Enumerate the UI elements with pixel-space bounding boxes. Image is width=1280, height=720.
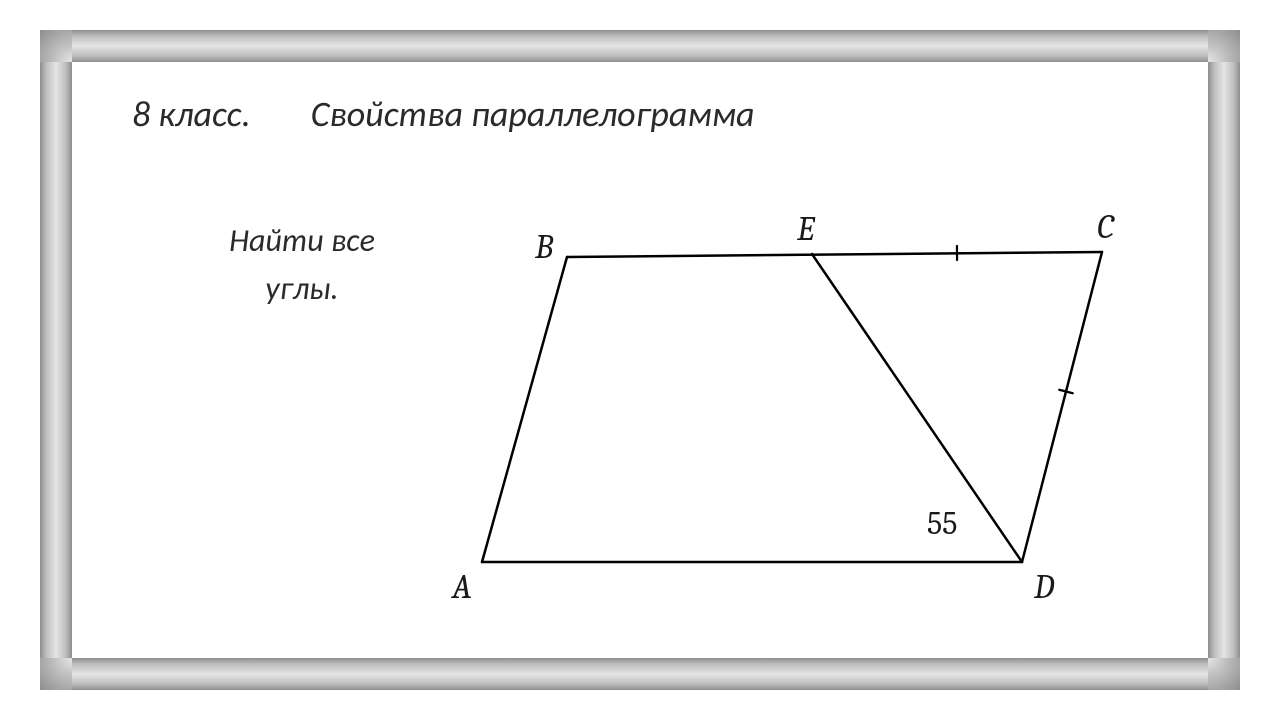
vertex-label-C: C — [1097, 207, 1114, 247]
vertex-label-B: B — [535, 227, 553, 267]
vertex-label-E: E — [797, 209, 814, 249]
topic-title: Свойства параллелограмма — [311, 92, 755, 136]
frame-corner-tl — [40, 30, 72, 62]
task-line-1: Найти все — [182, 217, 422, 265]
frame-edge-bottom — [40, 658, 1240, 690]
frame-edge-left — [40, 30, 72, 690]
picture-frame: 8 класс. Свойства параллелограмма Найти … — [40, 30, 1240, 690]
frame-corner-br — [1208, 658, 1240, 690]
frame-edge-top — [40, 30, 1240, 62]
vertex-label-D: D — [1034, 567, 1054, 607]
task-text: Найти все углы. — [182, 217, 422, 313]
parallelogram-diagram: A B E C D 55 — [422, 182, 1142, 622]
grade-label: 8 класс. — [132, 92, 251, 136]
task-line-2: углы. — [182, 265, 422, 313]
vertex-label-A: A — [452, 567, 472, 607]
geometry-svg — [422, 182, 1142, 622]
slide-content: 8 класс. Свойства параллелограмма Найти … — [72, 62, 1208, 658]
frame-edge-right — [1208, 30, 1240, 690]
frame-corner-tr — [1208, 30, 1240, 62]
frame-corner-bl — [40, 658, 72, 690]
title-row: 8 класс. Свойства параллелограмма — [132, 92, 1148, 136]
angle-label: 55 — [927, 505, 957, 542]
